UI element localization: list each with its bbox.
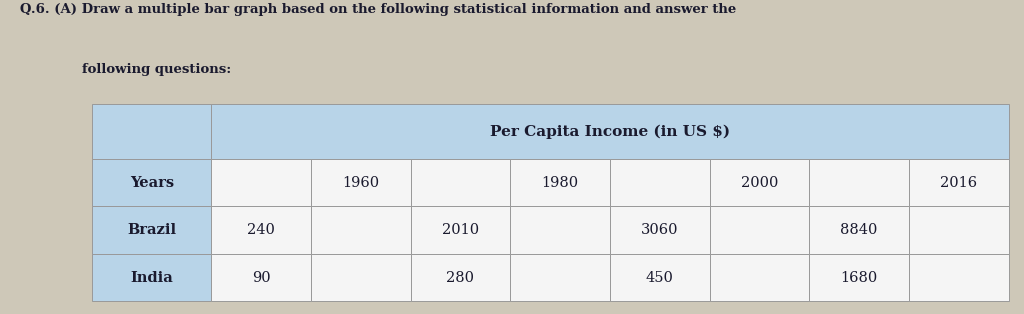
Text: 1960: 1960	[342, 176, 379, 190]
Bar	[610, 207, 710, 254]
Bar	[710, 159, 809, 207]
Bar	[909, 159, 1009, 207]
Bar	[710, 254, 809, 301]
Bar	[411, 159, 510, 207]
Text: 2010: 2010	[442, 223, 479, 237]
Bar	[809, 159, 909, 207]
Bar	[211, 254, 311, 301]
Bar	[411, 254, 510, 301]
Bar	[809, 207, 909, 254]
Text: 450: 450	[646, 271, 674, 285]
Bar	[710, 207, 809, 254]
Bar	[610, 254, 710, 301]
Bar	[510, 207, 610, 254]
Bar	[211, 159, 311, 207]
Bar	[311, 207, 411, 254]
Text: Years: Years	[130, 176, 174, 190]
Text: following questions:: following questions:	[82, 63, 231, 76]
Text: 1980: 1980	[542, 176, 579, 190]
Text: Per Capita Income (in US $): Per Capita Income (in US $)	[489, 124, 730, 138]
Bar	[510, 159, 610, 207]
Bar	[311, 159, 411, 207]
Text: Q.6. (A) Draw a multiple bar graph based on the following statistical informatio: Q.6. (A) Draw a multiple bar graph based…	[20, 3, 736, 16]
Bar	[411, 207, 510, 254]
Text: 2000: 2000	[740, 176, 778, 190]
Bar	[211, 207, 311, 254]
Text: 1680: 1680	[841, 271, 878, 285]
Text: India: India	[130, 271, 173, 285]
Text: 240: 240	[247, 223, 275, 237]
Bar	[909, 207, 1009, 254]
Bar	[610, 159, 710, 207]
Text: 280: 280	[446, 271, 474, 285]
Bar	[809, 254, 909, 301]
Text: 8840: 8840	[841, 223, 878, 237]
Bar	[510, 254, 610, 301]
Text: 2016: 2016	[940, 176, 977, 190]
Bar	[909, 254, 1009, 301]
Text: 90: 90	[252, 271, 270, 285]
Text: 3060: 3060	[641, 223, 679, 237]
Bar	[311, 254, 411, 301]
Text: Brazil: Brazil	[127, 223, 176, 237]
